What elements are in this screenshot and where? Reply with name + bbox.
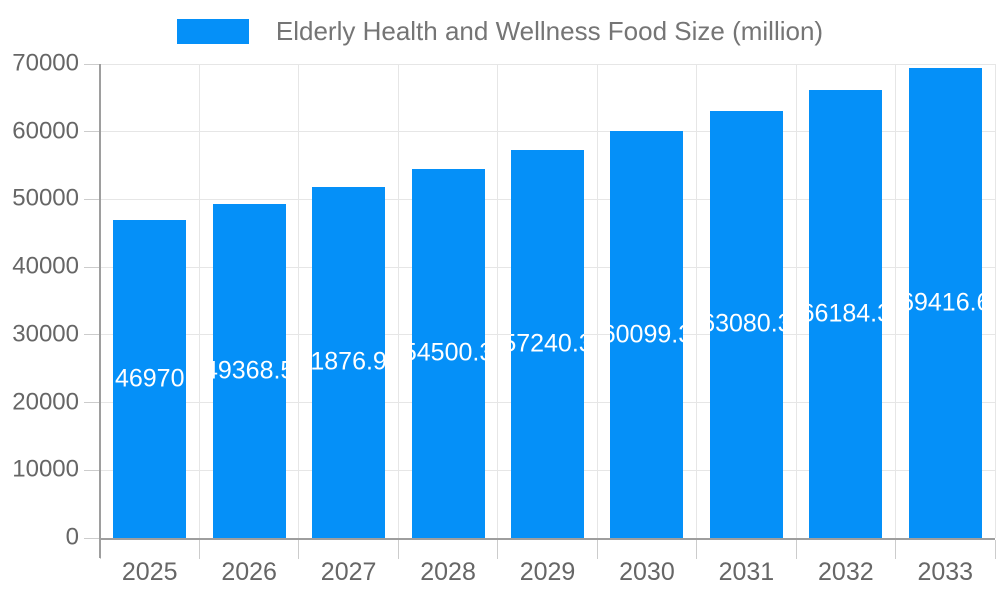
gridline-v: [795, 64, 797, 538]
y-tick: [84, 537, 99, 539]
x-tick-label: 2029: [519, 558, 576, 586]
bar-value-label: 57240.3: [511, 329, 584, 358]
y-tick: [84, 402, 99, 404]
y-tick-label: 50000: [12, 184, 79, 212]
gridline-h: [100, 63, 995, 65]
bar-value-label: 66184.3: [809, 299, 882, 328]
x-tick-label: 2027: [320, 558, 377, 586]
gridline-v: [198, 64, 200, 538]
legend-item[interactable]: Elderly Health and Wellness Food Size (m…: [176, 16, 824, 47]
x-axis-line: [99, 538, 995, 540]
x-tick-label: 2025: [121, 558, 178, 586]
x-tick-label: 2032: [818, 558, 874, 586]
x-tick: [696, 540, 698, 559]
x-tick-label: 2031: [718, 558, 775, 586]
x-tick: [397, 540, 399, 559]
gridline-v: [596, 64, 598, 538]
y-tick-label: 40000: [12, 252, 79, 280]
bar-value-label: 51876.98: [312, 347, 386, 376]
y-tick-label: 60000: [12, 117, 79, 145]
x-tick-label: 2026: [221, 558, 277, 586]
y-tick-label: 30000: [12, 320, 79, 348]
x-tick: [497, 540, 499, 559]
y-tick-label: 0: [65, 523, 79, 551]
bar-2032[interactable]: 66184.3: [809, 89, 883, 538]
y-tick: [84, 198, 99, 200]
y-tick: [84, 334, 99, 336]
y-tick: [84, 131, 99, 133]
chart-title: Elderly Health and Wellness Food Size (m…: [275, 16, 824, 46]
bar-2026[interactable]: 49368.5: [212, 203, 286, 538]
x-tick-label: 2028: [420, 558, 476, 586]
gridline-v: [298, 64, 300, 538]
x-tick-label: 2033: [917, 558, 974, 586]
x-tick-label: 2030: [619, 558, 675, 586]
bar-value-label: 60099.3: [610, 320, 683, 348]
x-tick: [795, 540, 797, 559]
y-axis-line: [99, 64, 101, 558]
bar-value-label: 46970: [114, 364, 185, 393]
x-tick: [994, 540, 996, 559]
bar-2028[interactable]: 54500.3: [411, 168, 485, 538]
x-tick: [895, 540, 897, 559]
gridline-v: [397, 64, 399, 538]
bar-value-label: 54500.3: [412, 338, 485, 367]
x-tick: [596, 540, 598, 559]
bar-2025[interactable]: 46970: [113, 219, 187, 538]
bar-value-label: 49368.5: [213, 356, 286, 385]
x-tick: [198, 540, 200, 559]
y-tick: [84, 469, 99, 471]
bar-2029[interactable]: 57240.3: [511, 150, 584, 538]
legend: Elderly Health and Wellness Food Size (m…: [0, 16, 1000, 47]
y-tick-label: 20000: [12, 388, 79, 416]
bar-value-label: 63080.3: [710, 309, 783, 338]
gridline-v: [497, 64, 499, 538]
y-tick: [84, 266, 99, 268]
gridline-v: [895, 64, 897, 538]
bar-2030[interactable]: 60099.3: [610, 131, 684, 538]
gridline-v: [994, 64, 996, 538]
bar-value-label: 69416.6: [909, 288, 982, 317]
bar-2033[interactable]: 69416.6: [908, 67, 982, 538]
bar-2027[interactable]: 51876.98: [312, 186, 386, 538]
bar-2031[interactable]: 63080.3: [709, 110, 783, 538]
x-tick: [298, 540, 300, 559]
y-tick-label: 10000: [12, 455, 79, 483]
legend-swatch: [176, 19, 249, 44]
gridline-h: [100, 131, 995, 133]
y-tick-label: 70000: [12, 49, 79, 77]
y-tick: [84, 63, 99, 65]
gridline-v: [696, 64, 698, 538]
